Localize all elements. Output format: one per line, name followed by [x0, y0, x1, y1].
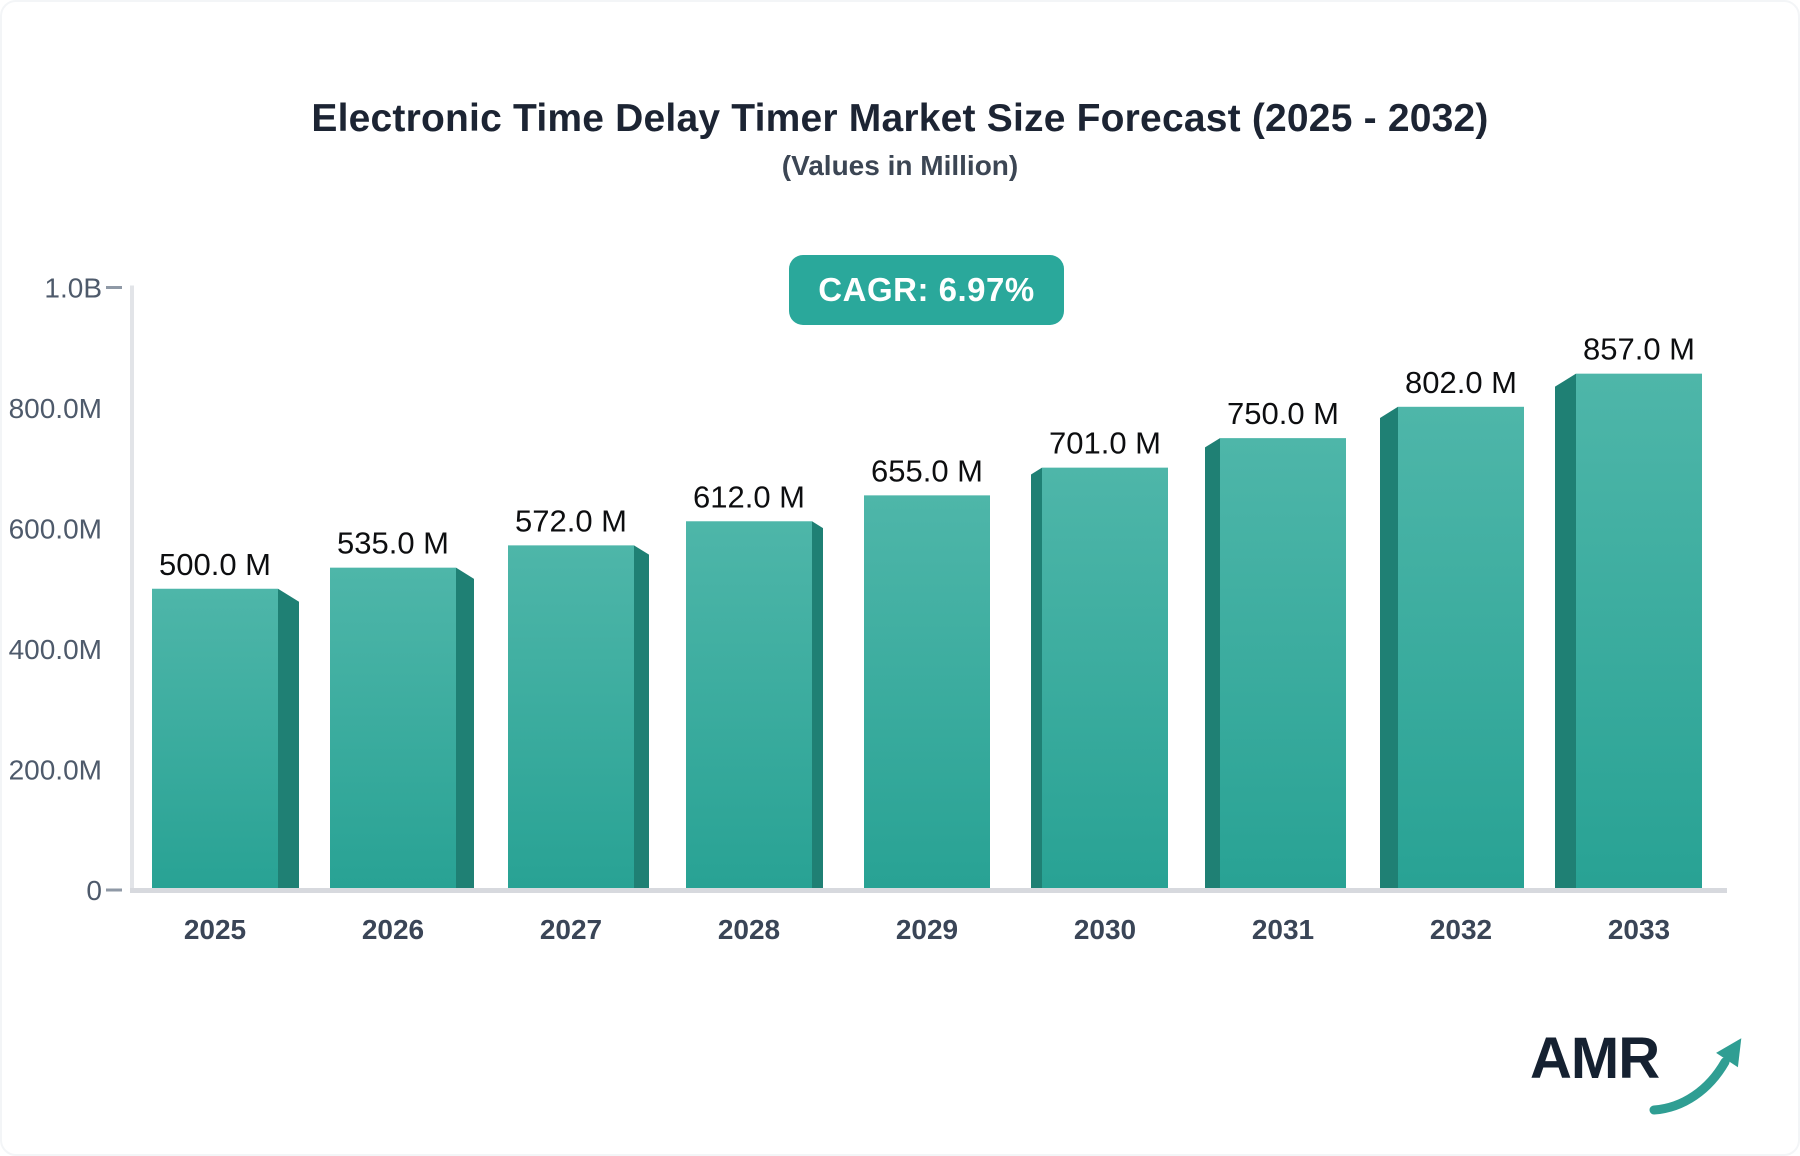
bar — [864, 495, 990, 890]
y-axis-label: 400.0M — [9, 634, 102, 665]
bar-value-label: 572.0 M — [515, 503, 627, 538]
bar-value-label: 655.0 M — [871, 453, 983, 488]
bar — [1576, 373, 1702, 891]
x-axis-label: 2030 — [1074, 914, 1136, 945]
bar-side — [634, 545, 649, 890]
y-axis-label: 600.0M — [9, 514, 102, 545]
amr-logo: AMR — [1530, 1028, 1749, 1120]
bar — [686, 521, 812, 890]
y-axis-label: 1.0B — [44, 273, 102, 304]
x-axis-label: 2031 — [1252, 914, 1314, 945]
y-axis-line — [130, 285, 134, 892]
y-axis-label: 800.0M — [9, 393, 102, 424]
x-axis-label: 2033 — [1608, 914, 1670, 945]
bar — [1220, 438, 1346, 890]
y-axis-tick — [106, 286, 122, 289]
bar — [1042, 467, 1168, 890]
bar-value-label: 500.0 M — [159, 547, 271, 582]
bar-side — [278, 588, 299, 890]
x-axis-label: 2026 — [362, 914, 424, 945]
bar-value-label: 750.0 M — [1227, 396, 1339, 431]
bar — [1398, 406, 1524, 890]
bar-value-label: 612.0 M — [693, 479, 805, 514]
bar-side — [1205, 438, 1220, 890]
y-axis-label: 200.0M — [9, 755, 102, 786]
cagr-badge: CAGR: 6.97% — [789, 255, 1064, 325]
cagr-badge-label: CAGR: 6.97% — [818, 271, 1035, 308]
x-axis-label: 2028 — [718, 914, 780, 945]
x-axis-label: 2027 — [540, 914, 602, 945]
bar-side — [1380, 406, 1398, 890]
x-axis-line — [130, 888, 1727, 893]
bar-side — [1555, 373, 1576, 891]
bar-value-label: 701.0 M — [1049, 426, 1161, 461]
bar-value-label: 535.0 M — [337, 526, 449, 561]
bar-side — [456, 567, 474, 890]
x-axis-label: 2032 — [1430, 914, 1492, 945]
page-subtitle: (Values in Million) — [781, 150, 1019, 181]
bar — [152, 588, 278, 890]
amr-logo-text: AMR — [1530, 1026, 1660, 1091]
logo-arrow-icon — [1649, 1038, 1742, 1115]
bar-side — [1031, 467, 1042, 890]
y-axis-label: 0 — [86, 875, 102, 906]
bar — [508, 545, 634, 890]
bar — [330, 567, 456, 890]
bar-value-label: 802.0 M — [1405, 365, 1517, 400]
x-axis-label: 2025 — [184, 914, 246, 945]
y-axis-tick — [106, 888, 122, 892]
bar-value-label: 857.0 M — [1583, 332, 1695, 367]
page-title: Electronic Time Delay Timer Market Size … — [311, 97, 1489, 140]
bar-side — [812, 521, 823, 890]
x-axis-label: 2029 — [896, 914, 958, 945]
